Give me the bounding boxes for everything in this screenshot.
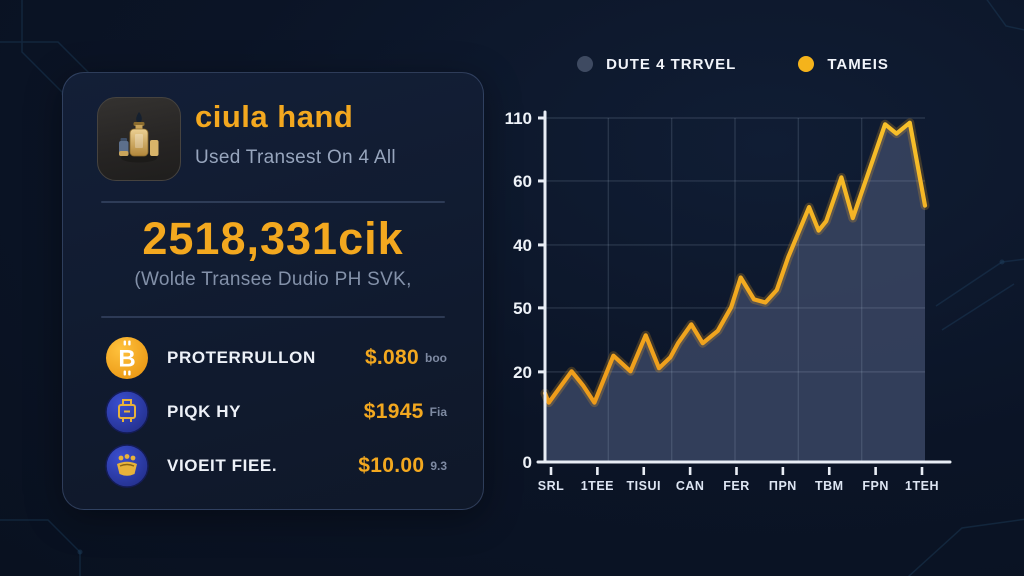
asset-value: $10.00: [358, 454, 425, 477]
summary-card: ciula hand Used Transest On 4 All 2518,3…: [62, 72, 484, 510]
line-chart: 110 60 40 50 20 0 SRL 1TEE TISUI CAN FER ΠPN TBM FPN 1…: [505, 109, 952, 493]
x-tick-label: CAN: [676, 479, 705, 493]
chart-legend: DUTE 4 TRRVEL TAMEIS: [488, 48, 978, 80]
card-subtitle: Used Transest On 4 All: [195, 147, 396, 168]
legend-item-dute-trrvel[interactable]: DUTE 4 TRRVEL: [577, 56, 736, 73]
y-tick-label: 60: [513, 172, 532, 191]
y-tick-label: 110: [505, 109, 532, 128]
chart-area-fill: [545, 122, 925, 462]
y-axis-labels: 110 60 40 50 20 0: [505, 109, 545, 472]
bitcoin-glyph: B: [118, 346, 135, 373]
total-value: 2518,331cik: [142, 213, 404, 264]
asset-row-piqk-hy[interactable]: PIQK HY $1945 Fia: [105, 385, 447, 439]
divider: [101, 316, 445, 318]
legend-item-tameis[interactable]: TAMEIS: [798, 56, 889, 73]
card-title: ciula hand: [195, 99, 354, 134]
divider: [101, 201, 445, 203]
product-icon-tile: [97, 97, 181, 181]
x-tick-label: TISUI: [627, 479, 661, 493]
y-tick-label: 50: [513, 299, 532, 318]
x-tick-label: 1TEE: [581, 479, 614, 493]
legend-marker-muted: [577, 56, 594, 72]
x-tick-label: 1TEH: [905, 479, 939, 493]
x-tick-label: FPN: [862, 479, 889, 493]
asset-value: $1945: [363, 400, 424, 423]
series-line: [542, 120, 928, 405]
legend-label: DUTE 4 TRRVEL: [606, 55, 737, 73]
legend-label: TAMEIS: [827, 55, 889, 73]
asset-list: B PROTERRULLON $.080 boo: [105, 331, 447, 493]
x-tick-label: FER: [723, 479, 750, 493]
legend-marker-yellow: [798, 56, 815, 72]
asset-label: VIOEIT FIEE.: [167, 456, 278, 475]
gold-jar-icon: [119, 112, 159, 163]
gold-pouch-icon: [105, 444, 149, 488]
asset-label: PROTERRULLON: [167, 348, 316, 367]
y-tick-label: 0: [523, 453, 532, 472]
x-axis-labels: SRL 1TEE TISUI CAN FER ΠPN TBM FPN 1TEH: [538, 467, 939, 493]
x-tick-label: ΠPN: [769, 479, 797, 493]
asset-label: PIQK HY: [167, 402, 242, 421]
x-tick-label: SRL: [538, 479, 565, 493]
bitcoin-coin-icon: B: [106, 337, 148, 379]
asset-row-vioeit-fiee[interactable]: VIOEIT FIEE. $10.00 9.3: [105, 439, 447, 493]
y-tick-label: 40: [513, 236, 532, 255]
asset-row-proterrullon[interactable]: B PROTERRULLON $.080 boo: [105, 331, 447, 385]
asset-value-suffix: boo: [425, 351, 447, 365]
chart-axes: [536, 110, 952, 464]
asset-value-suffix: 9.3: [430, 459, 447, 473]
total-caption: (Wolde Transee Dudio PH SVK,: [134, 269, 412, 290]
y-tick-label: 20: [513, 363, 532, 382]
gold-stamp-icon: [105, 390, 149, 434]
x-tick-label: TBM: [815, 479, 844, 493]
asset-value-suffix: Fia: [429, 405, 447, 419]
asset-value: $.080: [364, 346, 419, 369]
